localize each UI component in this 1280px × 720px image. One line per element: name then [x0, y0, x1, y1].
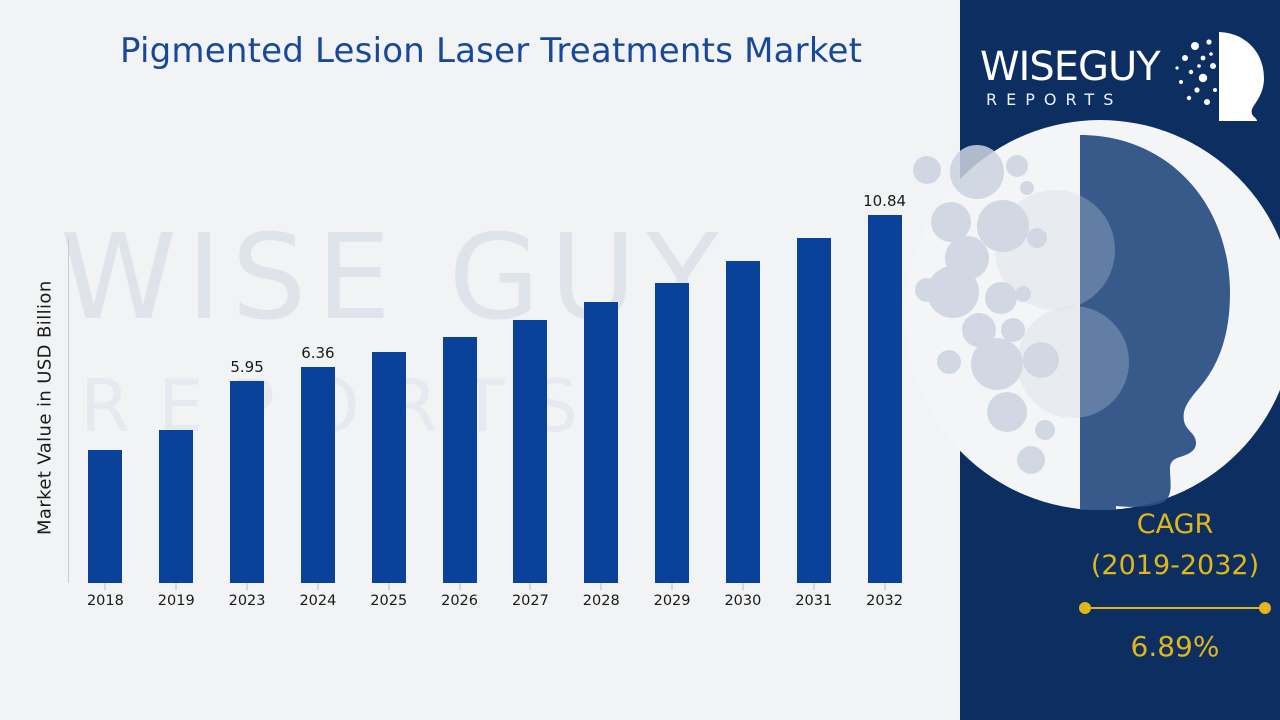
- bar: [513, 319, 548, 583]
- x-axis-tick-label: 2032: [866, 593, 904, 609]
- plot-area: 2018 2019 5.95 2023 6.36 2024 2025 2026 2027 2028…: [70, 150, 920, 609]
- bar-group: 5.95 2023: [212, 150, 283, 609]
- bar: [300, 367, 335, 583]
- x-axis-tick: [600, 583, 602, 590]
- bar-group: 2028: [566, 150, 637, 609]
- cagr-divider: [1079, 602, 1271, 614]
- x-axis-tick: [671, 583, 673, 590]
- x-axis-tick: [246, 583, 248, 590]
- x-axis-tick: [459, 583, 461, 590]
- bar: [796, 237, 831, 583]
- bar-group: 2018: [70, 150, 141, 609]
- bar-group: 6.36 2024: [283, 150, 354, 609]
- dot-cloud-decoration: [913, 145, 1129, 474]
- x-axis-tick-label: 2030: [724, 593, 762, 609]
- x-axis-tick: [884, 583, 886, 590]
- bar-group: 10.84 2032: [849, 150, 920, 609]
- cagr-range: (2019-2032): [1090, 549, 1260, 581]
- x-axis-tick-label: 2027: [511, 593, 549, 609]
- bar-group: 2019: [141, 150, 212, 609]
- cagr-block: CAGR (2019-2032) 6.89%: [1000, 505, 1280, 663]
- x-axis-tick-label: 2028: [582, 593, 620, 609]
- bar: [584, 301, 619, 583]
- cagr-value: 6.89%: [1130, 630, 1220, 663]
- bar: [442, 336, 477, 583]
- logo-subtitle: REPORTS: [986, 90, 1123, 109]
- bar-group: 2029: [637, 150, 708, 609]
- bar: [230, 380, 265, 583]
- x-axis-tick: [104, 583, 106, 590]
- y-axis-label: Market Value in USD Billion: [34, 280, 56, 536]
- x-axis-tick-label: 2018: [86, 593, 124, 609]
- bar-value-label: 10.84: [863, 191, 907, 210]
- page-title: Pigmented Lesion Laser Treatments Market: [120, 31, 863, 71]
- bar: [655, 282, 690, 583]
- bar-group: 2025: [353, 150, 424, 609]
- x-axis-tick: [742, 583, 744, 590]
- logo-wordmark: WISEGUY: [980, 44, 1161, 90]
- x-axis-tick-label: 2019: [157, 593, 195, 609]
- x-axis-tick-label: 2031: [795, 593, 833, 609]
- x-axis-tick: [813, 583, 815, 590]
- chart-panel: WISE GUY REPORTS Pigmented Lesion Laser …: [34, 31, 920, 609]
- x-axis-tick: [388, 583, 390, 590]
- cagr-divider-line: [1085, 607, 1265, 609]
- x-axis-tick-label: 2023: [228, 593, 266, 609]
- bar-value-label: 6.36: [301, 344, 335, 363]
- x-axis-tick-label: 2025: [370, 593, 408, 609]
- bar: [159, 429, 194, 583]
- bar: [725, 260, 760, 583]
- bar: [371, 352, 406, 583]
- head-silhouette-icon: [1080, 135, 1230, 510]
- x-axis-tick: [317, 583, 319, 590]
- y-axis-line: [68, 238, 69, 583]
- bar-group: 2031: [778, 150, 849, 609]
- bar-group: 2026: [424, 150, 495, 609]
- bar: [867, 214, 902, 583]
- x-axis-tick-label: 2024: [299, 593, 337, 609]
- cagr-divider-dot-right: [1259, 602, 1271, 614]
- x-axis-tick-label: 2026: [441, 593, 479, 609]
- bar-group: 2030: [708, 150, 779, 609]
- bar: [88, 449, 123, 583]
- x-axis-tick: [175, 583, 177, 590]
- logo-head-icon: [1175, 32, 1264, 121]
- x-axis-tick-label: 2029: [653, 593, 691, 609]
- bar-group: 2027: [495, 150, 566, 609]
- x-axis-tick: [529, 583, 531, 590]
- cagr-title: CAGR: [1136, 509, 1214, 540]
- bar-value-label: 5.95: [230, 357, 264, 376]
- brand-logo: WISEGUY REPORTS: [980, 28, 1270, 124]
